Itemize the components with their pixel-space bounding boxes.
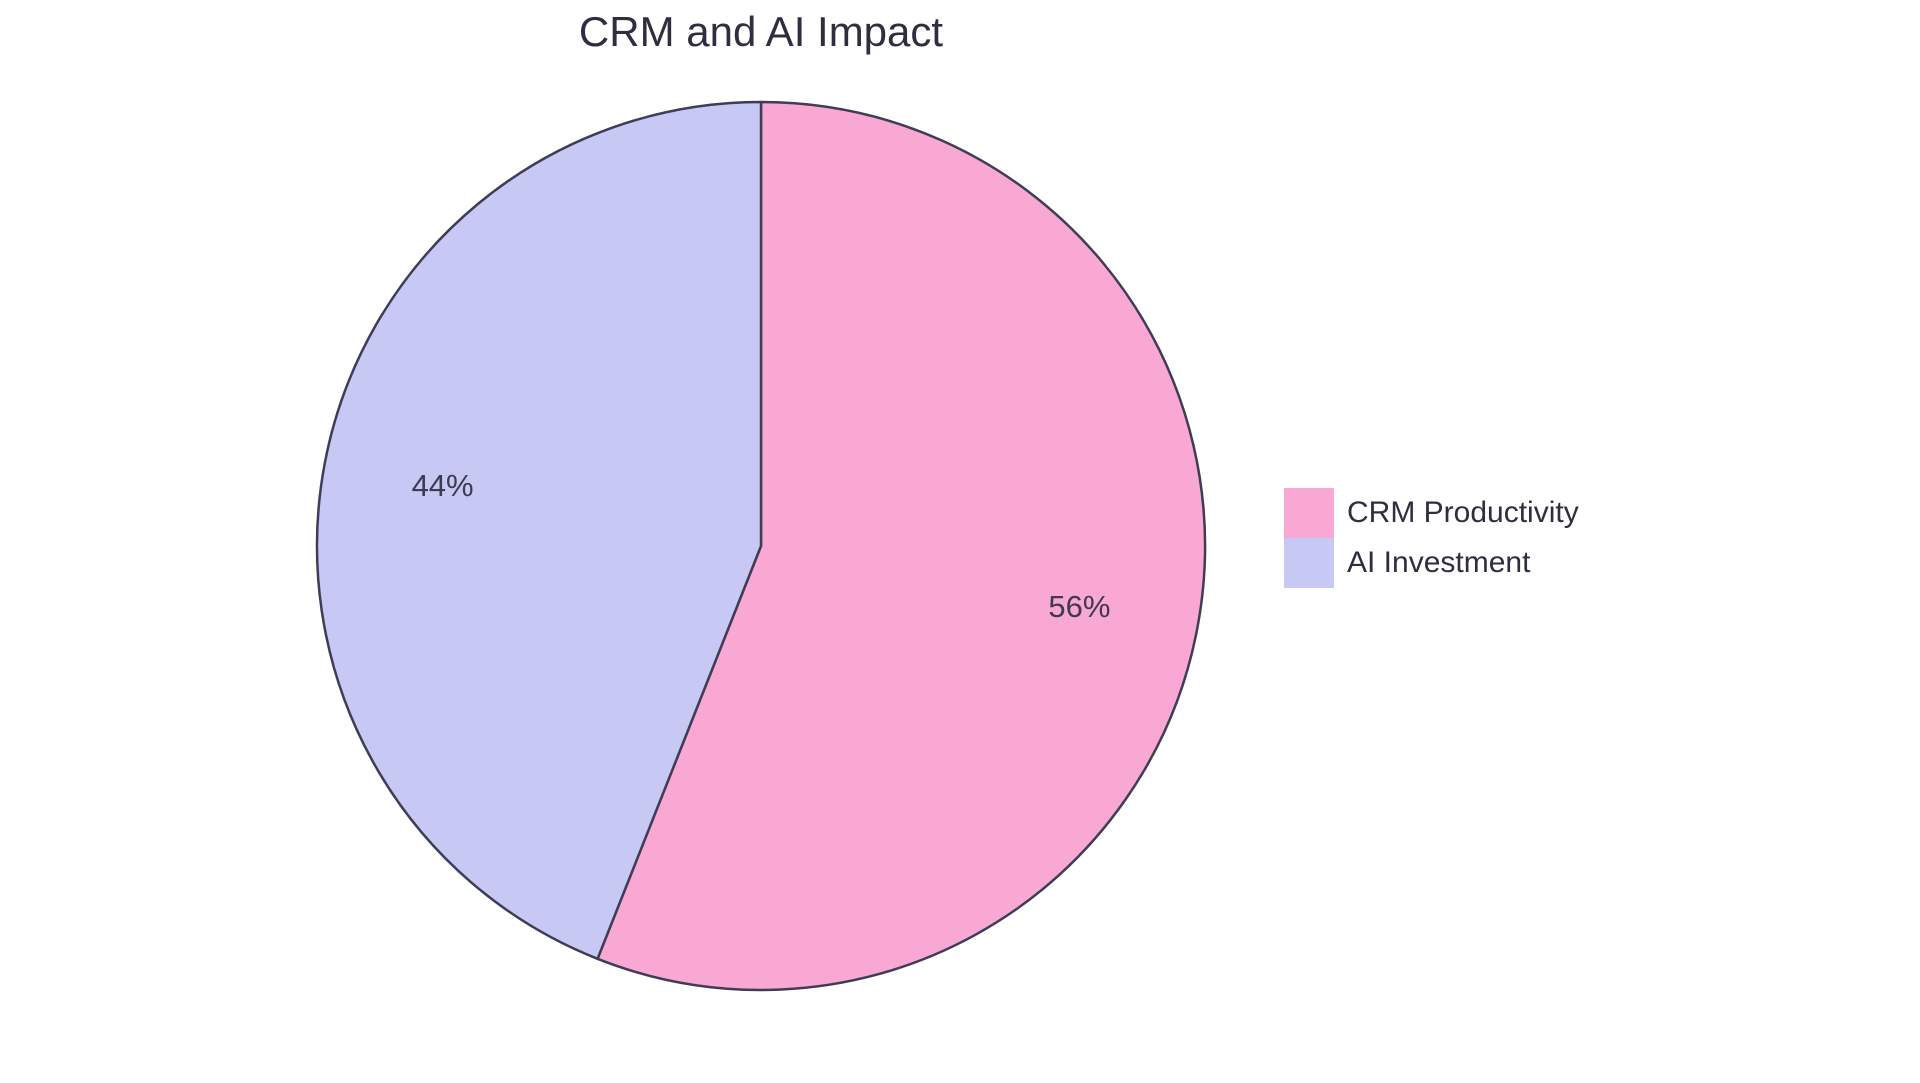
chart-legend: CRM Productivity AI Investment — [1284, 488, 1579, 588]
legend-item: CRM Productivity — [1284, 488, 1579, 538]
slice-label: 56% — [1048, 589, 1110, 624]
slice-label: 44% — [412, 468, 474, 503]
pie-slice-ai-investment — [315, 100, 763, 961]
legend-label: AI Investment — [1347, 546, 1531, 579]
legend-swatch — [1284, 538, 1334, 588]
chart-title: CRM and AI Impact — [578, 8, 944, 55]
legend-item: AI Investment — [1284, 538, 1579, 588]
pie-slice-crm-productivity — [596, 100, 1207, 992]
legend-swatch — [1284, 488, 1334, 538]
legend-label: CRM Productivity — [1347, 496, 1579, 529]
